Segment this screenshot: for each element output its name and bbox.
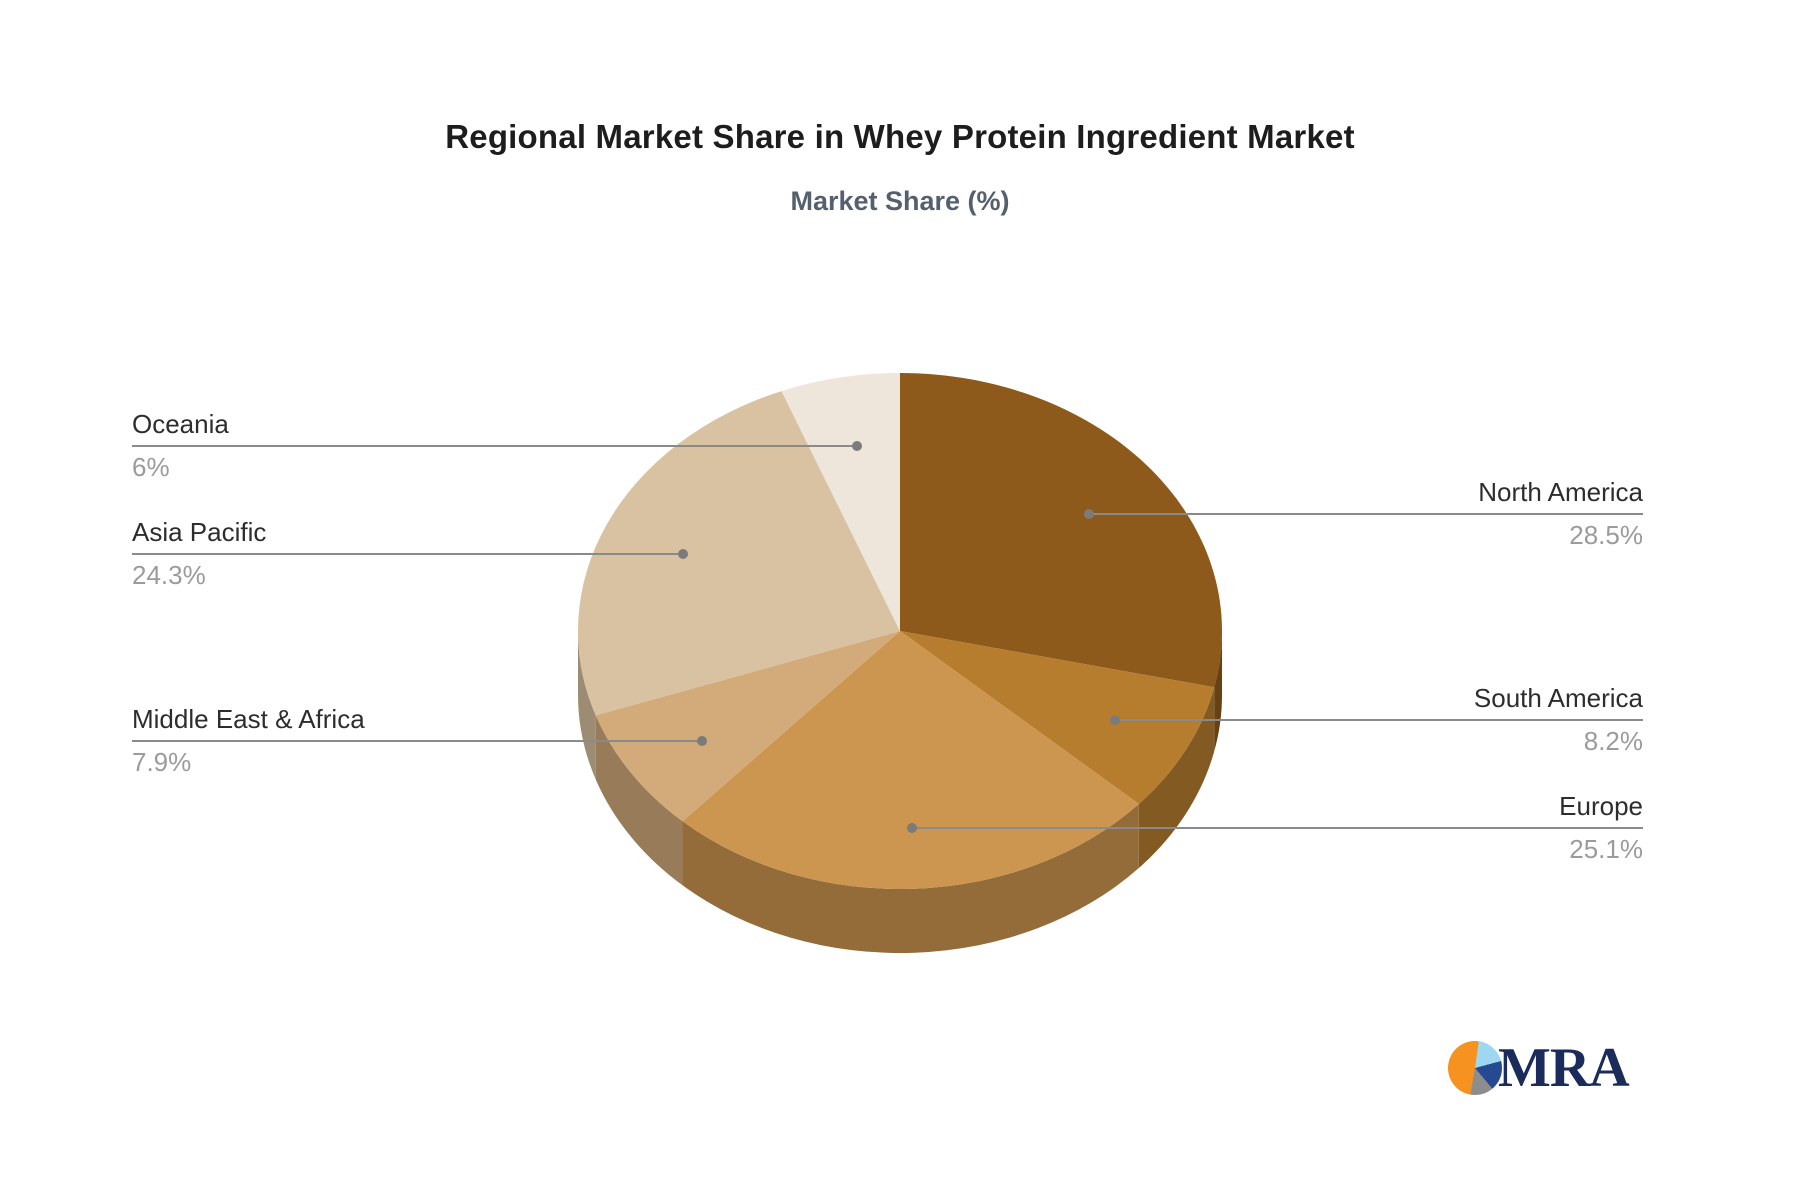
pie-chart [578, 373, 1222, 953]
callout-middle-east-africa: Middle East & Africa 7.9% [132, 704, 365, 778]
connector-dot-europe [907, 823, 917, 833]
connector-dot-middle-east-africa [697, 736, 707, 746]
slice-value: 28.5% [1569, 520, 1643, 550]
mra-logo-pie-icon [1448, 1041, 1502, 1095]
pie-slice-side-middle-east-africa [595, 715, 683, 886]
pie-slice-middle-east-africa[interactable] [595, 631, 900, 822]
callout-north-america: North America 28.5% [1478, 477, 1643, 551]
slice-value: 25.1% [1569, 834, 1643, 864]
slice-label: North America [1478, 477, 1643, 507]
connector-dot-asia-pacific [678, 549, 688, 559]
connector-lines [132, 441, 1643, 833]
chart-subtitle: Market Share (%) [790, 186, 1010, 216]
pie-slice-side-north-america [1214, 631, 1222, 752]
connector-dot-oceania [852, 441, 862, 451]
pie-slice-side-europe [682, 804, 1139, 953]
callout-south-america: South America 8.2% [1474, 683, 1643, 757]
slice-label: Middle East & Africa [132, 704, 365, 734]
pie-slice-oceania[interactable] [781, 373, 900, 631]
mra-logo: MRA [1448, 1037, 1630, 1099]
slice-value: 7.9% [132, 747, 192, 777]
slice-value: 24.3% [132, 560, 206, 590]
pie-slice-north-america[interactable] [900, 373, 1222, 688]
pie-slice-south-america[interactable] [900, 631, 1215, 805]
chart-title: Regional Market Share in Whey Protein In… [445, 118, 1355, 155]
callout-asia-pacific: Asia Pacific 24.3% [132, 517, 266, 591]
connector-dot-north-america [1084, 509, 1094, 519]
connector-dot-south-america [1110, 715, 1120, 725]
pie-slice-side-asia-pacific [578, 631, 596, 780]
callout-oceania: Oceania 6% [132, 409, 229, 483]
slice-label: South America [1473, 683, 1643, 713]
slice-label: Europe [1559, 791, 1643, 821]
slice-label: Oceania [132, 409, 229, 439]
slice-value: 6% [132, 452, 170, 482]
mra-logo-text: MRA [1498, 1037, 1630, 1099]
slice-label: Asia Pacific [132, 517, 267, 547]
callout-europe: Europe 25.1% [1559, 791, 1643, 865]
pie-slice-asia-pacific[interactable] [578, 391, 900, 716]
slice-value: 8.2% [1583, 726, 1643, 756]
pie-slice-side-south-america [1138, 687, 1215, 869]
pie-slice-europe[interactable] [682, 631, 1139, 889]
